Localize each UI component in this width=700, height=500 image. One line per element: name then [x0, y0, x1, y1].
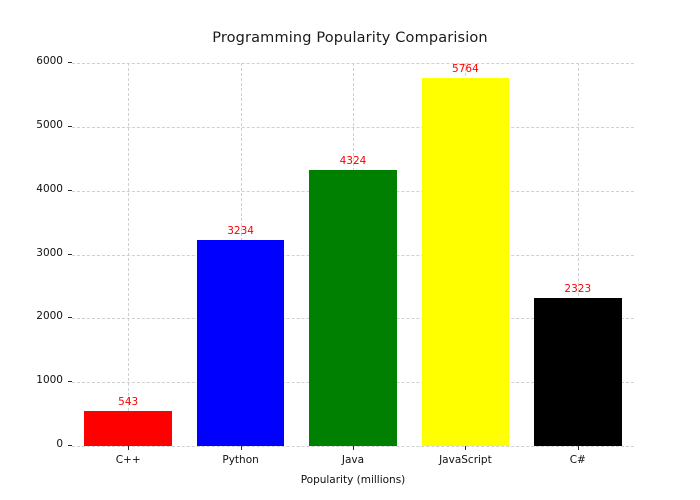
chart-title: Programming Popularity Comparision [212, 30, 488, 46]
y-tick-mark [68, 253, 72, 255]
y-tick-label: 6000 [36, 55, 63, 67]
x-axis-label: Popularity (millions) [300, 474, 406, 486]
gridline-vertical [128, 63, 130, 446]
x-tick-mark [577, 446, 579, 450]
y-tick-label: 3000 [36, 246, 63, 259]
bar: 4324 [309, 155, 397, 446]
plot-area: 0 1000 2000 3000 4000 5000 6000 543 3234 4324 576… [36, 55, 634, 466]
y-tick-mark [68, 445, 72, 446]
bar-value-label: 5764 [452, 63, 479, 76]
bar: 2323 [533, 283, 622, 446]
y-tick-mark [68, 189, 72, 191]
bar: 5764 [421, 63, 510, 446]
x-tick-mark [465, 446, 467, 450]
x-tick-label: Java [341, 454, 365, 466]
x-tick-mark [128, 446, 130, 450]
bar: 543 [84, 396, 173, 446]
y-tick-label: 5000 [36, 118, 63, 131]
bar: 3234 [196, 225, 285, 446]
bar-value-label: 2323 [564, 282, 592, 295]
x-tick-label: Python [222, 454, 259, 466]
x-tick-label: C# [569, 454, 586, 466]
bar-value-label: 4324 [339, 155, 367, 167]
x-tick-mark [240, 446, 242, 450]
y-tick-mark [68, 125, 72, 127]
y-tick-label: 0 [56, 438, 63, 450]
x-tick-label: C++ [115, 454, 141, 466]
x-tick-label: JavaScript [439, 454, 492, 466]
y-tick-mark [68, 381, 72, 383]
y-tick-mark [68, 62, 72, 63]
x-tick-mark [353, 446, 354, 450]
bar-value-label: 543 [118, 396, 139, 409]
y-tick-label: 2000 [36, 310, 63, 323]
y-tick-label: 4000 [36, 182, 63, 195]
bar-value-label: 3234 [227, 224, 254, 237]
y-tick-label: 1000 [36, 374, 63, 387]
y-tick-mark [68, 317, 72, 319]
gridline-vertical [577, 63, 579, 446]
